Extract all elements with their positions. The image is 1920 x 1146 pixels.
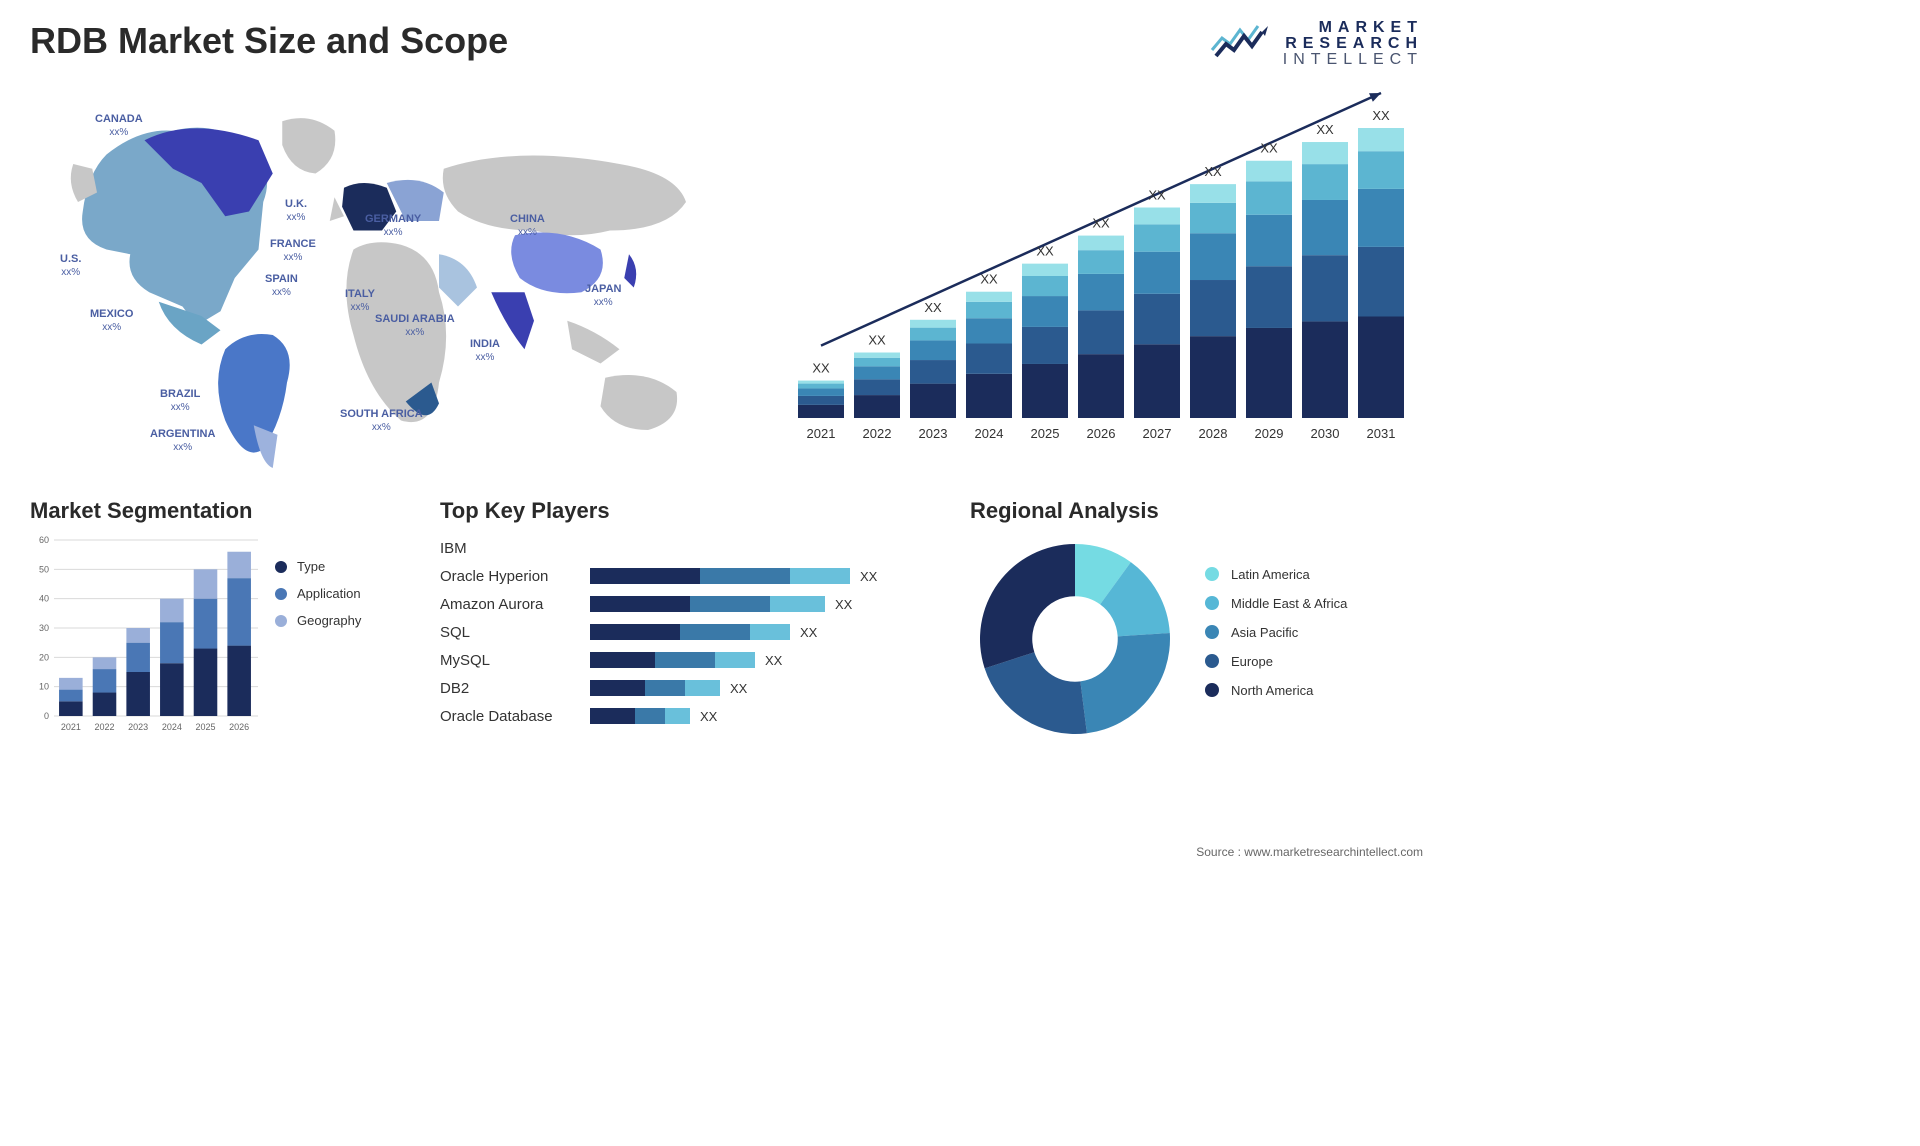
map-label: BRAZILxx%: [160, 388, 200, 414]
top-row: CANADAxx% U.S.xx% MEXICOxx% BRAZILxx% ARGENT…: [30, 88, 1423, 468]
segmentation-legend: Type Application Geography: [275, 534, 361, 734]
map-label: U.K.xx%: [285, 198, 307, 224]
svg-text:XX: XX: [812, 361, 830, 376]
svg-text:10: 10: [39, 682, 49, 692]
legend-item: Application: [275, 586, 361, 601]
svg-text:2025: 2025: [1031, 426, 1060, 441]
player-label: IBM: [440, 534, 590, 562]
regional-donut-chart: [970, 534, 1180, 744]
svg-text:XX: XX: [1316, 122, 1334, 137]
player-bar-row: XX: [590, 646, 940, 674]
player-bar-row: XX: [590, 674, 940, 702]
svg-text:20: 20: [39, 652, 49, 662]
svg-text:2025: 2025: [195, 722, 215, 732]
player-label: Amazon Aurora: [440, 590, 590, 618]
svg-text:2030: 2030: [1311, 426, 1340, 441]
svg-text:2031: 2031: [1367, 426, 1396, 441]
map-label: FRANCExx%: [270, 238, 316, 264]
forecast-bar-panel: XX 2021 XX 2022 XX 2023 XX 2024 XX 2025 XX 2026 XX 20…: [783, 88, 1423, 468]
legend-item: Europe: [1205, 654, 1347, 669]
svg-text:2029: 2029: [1255, 426, 1284, 441]
forecast-bar-chart: XX 2021 XX 2022 XX 2023 XX 2024 XX 2025 XX 2026 XX 20…: [783, 88, 1423, 448]
svg-text:XX: XX: [1204, 164, 1222, 179]
segmentation-title: Market Segmentation: [30, 498, 410, 524]
page-title: RDB Market Size and Scope: [30, 20, 508, 62]
players-labels: IBMOracle HyperionAmazon AuroraSQLMySQLD…: [440, 534, 590, 730]
svg-text:2021: 2021: [61, 722, 81, 732]
map-label: INDIAxx%: [470, 338, 500, 364]
svg-text:2022: 2022: [94, 722, 114, 732]
header: RDB Market Size and Scope MARKET RESEARC…: [30, 20, 1423, 68]
player-bar-row: XX: [590, 590, 940, 618]
svg-text:XX: XX: [924, 300, 942, 315]
bottom-row: Market Segmentation 0 10 20 30 40 50 60 2021 202…: [30, 498, 1423, 758]
map-label: ARGENTINAxx%: [150, 428, 215, 454]
svg-text:2028: 2028: [1199, 426, 1228, 441]
svg-text:2023: 2023: [919, 426, 948, 441]
svg-text:2021: 2021: [807, 426, 836, 441]
player-label: DB2: [440, 674, 590, 702]
map-label: ITALYxx%: [345, 288, 375, 314]
svg-text:50: 50: [39, 564, 49, 574]
source-attribution: Source : www.marketresearchintellect.com: [1196, 845, 1423, 859]
svg-text:XX: XX: [1148, 188, 1166, 203]
svg-text:2026: 2026: [229, 722, 249, 732]
map-label: SAUDI ARABIAxx%: [375, 313, 455, 339]
map-label: SPAINxx%: [265, 273, 298, 299]
legend-item: Asia Pacific: [1205, 625, 1347, 640]
svg-text:XX: XX: [1092, 216, 1110, 231]
player-bar-row: XX: [590, 618, 940, 646]
player-bar-row: XX: [590, 562, 940, 590]
legend-item: Geography: [275, 613, 361, 628]
logo-icon: [1210, 22, 1270, 67]
regional-panel: Regional Analysis Latin America Middle Ea…: [970, 498, 1423, 758]
legend-item: Middle East & Africa: [1205, 596, 1347, 611]
regional-legend: Latin America Middle East & Africa Asia Pa…: [1205, 567, 1347, 712]
world-map-panel: CANADAxx% U.S.xx% MEXICOxx% BRAZILxx% ARGENT…: [30, 88, 753, 468]
svg-text:2024: 2024: [162, 722, 182, 732]
svg-text:2022: 2022: [863, 426, 892, 441]
key-players-title: Top Key Players: [440, 498, 940, 524]
svg-text:XX: XX: [1260, 141, 1278, 156]
svg-text:2024: 2024: [975, 426, 1004, 441]
svg-text:40: 40: [39, 594, 49, 604]
svg-text:30: 30: [39, 623, 49, 633]
player-label: Oracle Hyperion: [440, 562, 590, 590]
map-label: CHINAxx%: [510, 213, 545, 239]
map-label: JAPANxx%: [585, 283, 621, 309]
svg-text:2027: 2027: [1143, 426, 1172, 441]
player-bar-row: [590, 534, 940, 562]
map-label: MEXICOxx%: [90, 308, 133, 334]
player-bar-row: XX: [590, 702, 940, 730]
key-players-panel: Top Key Players IBMOracle HyperionAmazon…: [440, 498, 940, 758]
map-label: GERMANYxx%: [365, 213, 421, 239]
legend-item: Type: [275, 559, 361, 574]
svg-text:2023: 2023: [128, 722, 148, 732]
player-label: MySQL: [440, 646, 590, 674]
players-bars: XXXXXXXXXXXX: [590, 534, 940, 730]
svg-text:XX: XX: [980, 272, 998, 287]
legend-item: North America: [1205, 683, 1347, 698]
map-label: SOUTH AFRICAxx%: [340, 408, 423, 434]
svg-text:60: 60: [39, 535, 49, 545]
map-label: CANADAxx%: [95, 113, 143, 139]
svg-text:2026: 2026: [1087, 426, 1116, 441]
segmentation-panel: Market Segmentation 0 10 20 30 40 50 60 2021 202…: [30, 498, 410, 758]
legend-item: Latin America: [1205, 567, 1347, 582]
brand-logo: MARKET RESEARCH INTELLECT: [1210, 20, 1423, 68]
logo-text: MARKET RESEARCH INTELLECT: [1283, 20, 1423, 68]
player-label: SQL: [440, 618, 590, 646]
svg-text:XX: XX: [1036, 244, 1054, 259]
player-label: Oracle Database: [440, 702, 590, 730]
regional-title: Regional Analysis: [970, 498, 1423, 524]
segmentation-chart: 0 10 20 30 40 50 60 2021 2022 2023 2024 2025 2026: [30, 534, 260, 734]
map-label: U.S.xx%: [60, 253, 81, 279]
svg-text:XX: XX: [868, 333, 886, 348]
svg-text:XX: XX: [1372, 108, 1390, 123]
svg-text:0: 0: [44, 711, 49, 721]
